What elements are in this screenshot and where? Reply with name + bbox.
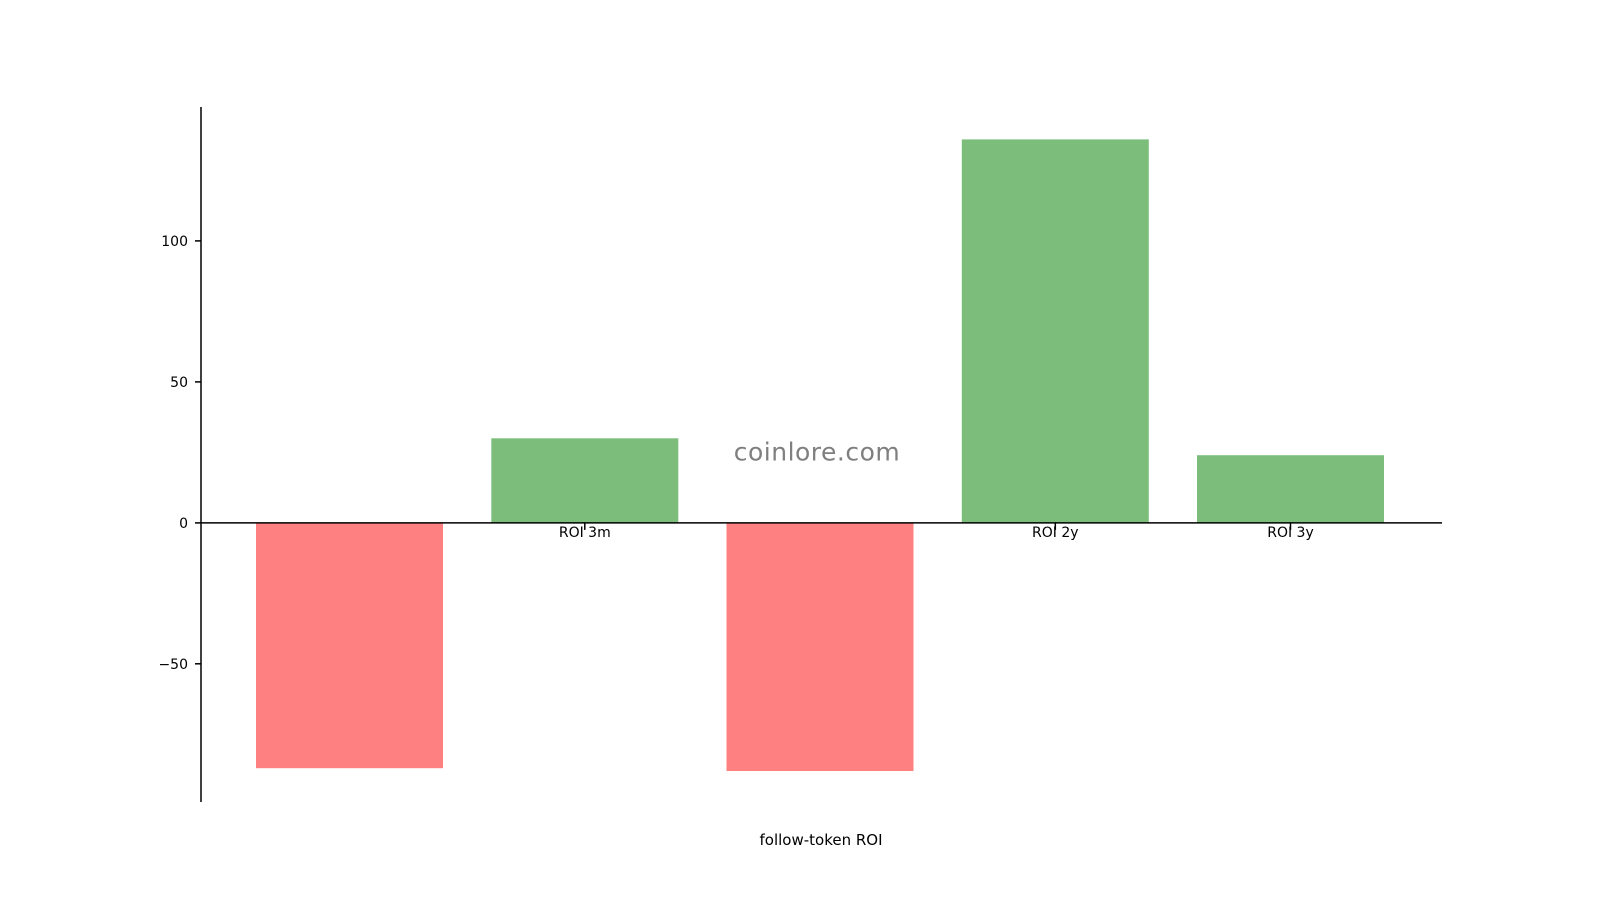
bar-roi-2y [961,139,1149,523]
x-tick-label-roi-2y: ROI 2y [1032,525,1079,541]
watermark: coinlore.com [733,437,901,467]
x-tick-label-roi-3y: ROI 3y [1267,525,1314,541]
x-tick-label-roi-3m: ROI 3m [559,525,611,541]
bar-roi-3m [491,438,679,523]
y-tick-label: −50 [158,657,188,673]
bar-roi-unlabeled-1 [256,522,443,769]
y-tick-label: 100 [161,234,188,250]
y-tick-label: 0 [179,516,188,532]
bar-roi-unlabeled-2 [726,522,914,771]
y-tick-label: 50 [170,375,188,391]
x-axis-title: follow-token ROI [759,831,883,849]
bar-roi-3y [1197,455,1384,523]
